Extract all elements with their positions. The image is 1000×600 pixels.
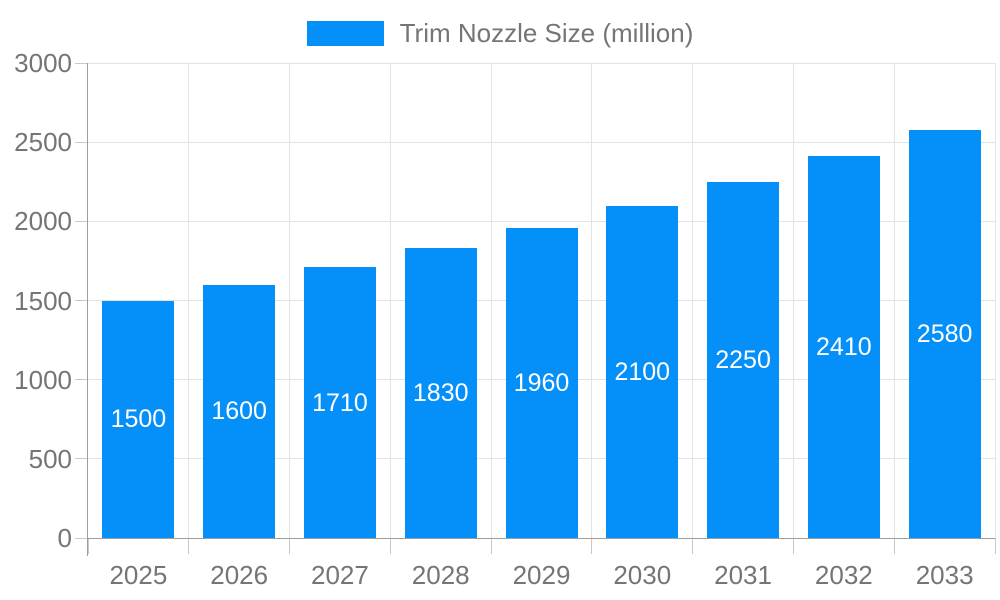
bar [707, 181, 780, 538]
bar-value-label: 2250 [715, 345, 771, 374]
bar-value-label: 1600 [211, 397, 267, 426]
y-axis-tick-label: 2000 [14, 206, 72, 237]
x-axis-tick [389, 538, 391, 554]
bar [404, 248, 477, 538]
bar [606, 205, 679, 538]
y-axis-tick-label: 0 [57, 523, 72, 553]
x-axis-tick [591, 538, 593, 554]
legend[interactable]: Trim Nozzle Size (million) [0, 19, 1000, 47]
x-axis-tick-label: 2031 [714, 560, 772, 590]
y-axis-tick-label: 500 [28, 443, 72, 474]
bar-value-label: 2580 [916, 319, 973, 348]
bar [203, 284, 276, 538]
v-gridline [389, 63, 391, 538]
v-gridline [893, 63, 895, 538]
y-axis-tick-label: 2500 [14, 127, 72, 158]
y-axis-line [87, 63, 88, 556]
bar [505, 227, 578, 538]
v-gridline [692, 63, 694, 538]
legend-swatch-icon [306, 20, 384, 46]
v-gridline [289, 63, 291, 538]
x-axis-tick [994, 538, 996, 554]
bar-value-label: 2100 [614, 357, 671, 386]
bar [807, 156, 880, 538]
x-axis-tick-label: 2026 [210, 560, 269, 590]
x-axis-tick [692, 538, 694, 554]
x-axis-tick [490, 538, 492, 554]
y-axis-tick [75, 379, 88, 381]
y-axis-tick-label: 1000 [14, 364, 72, 395]
y-axis-tick-label: 1500 [14, 285, 72, 316]
y-axis-tick [75, 62, 88, 64]
x-axis-tick [188, 538, 190, 554]
bar-value-label: 1960 [513, 368, 570, 397]
x-axis-tick [289, 538, 291, 554]
y-axis-tick-label: 3000 [14, 48, 72, 78]
v-gridline [490, 63, 492, 538]
x-axis-line [88, 537, 995, 539]
bar [303, 267, 376, 538]
x-axis-tick-label: 2030 [613, 560, 672, 590]
legend-label: Trim Nozzle Size (million) [399, 18, 694, 48]
bar [908, 129, 981, 538]
bar-value-label: 2410 [816, 333, 872, 362]
x-axis-tick [893, 538, 895, 554]
bar-value-label: 1830 [412, 379, 469, 408]
bar-value-label: 1500 [110, 405, 167, 434]
x-axis-tick-label: 2028 [411, 560, 470, 590]
y-axis-tick [75, 141, 88, 143]
x-axis-tick [792, 538, 794, 554]
x-axis-tick-label: 2027 [311, 560, 369, 590]
x-axis-tick [87, 538, 89, 554]
v-gridline [994, 63, 996, 538]
y-axis-tick [75, 458, 88, 460]
v-gridline [188, 63, 190, 538]
x-axis-tick-label: 2025 [109, 560, 168, 590]
x-axis-tick-label: 2033 [915, 560, 974, 590]
x-axis-tick-label: 2032 [814, 560, 873, 590]
h-gridline [88, 220, 995, 222]
h-gridline [88, 62, 995, 64]
x-axis-tick-label: 2029 [512, 560, 571, 590]
y-axis-tick [75, 537, 88, 539]
y-axis-tick [75, 220, 88, 222]
v-gridline [591, 63, 593, 538]
v-gridline [792, 63, 794, 538]
bar-value-label: 1710 [312, 388, 368, 417]
h-gridline [88, 141, 995, 143]
y-axis-tick [75, 300, 88, 301]
bar [102, 300, 175, 538]
